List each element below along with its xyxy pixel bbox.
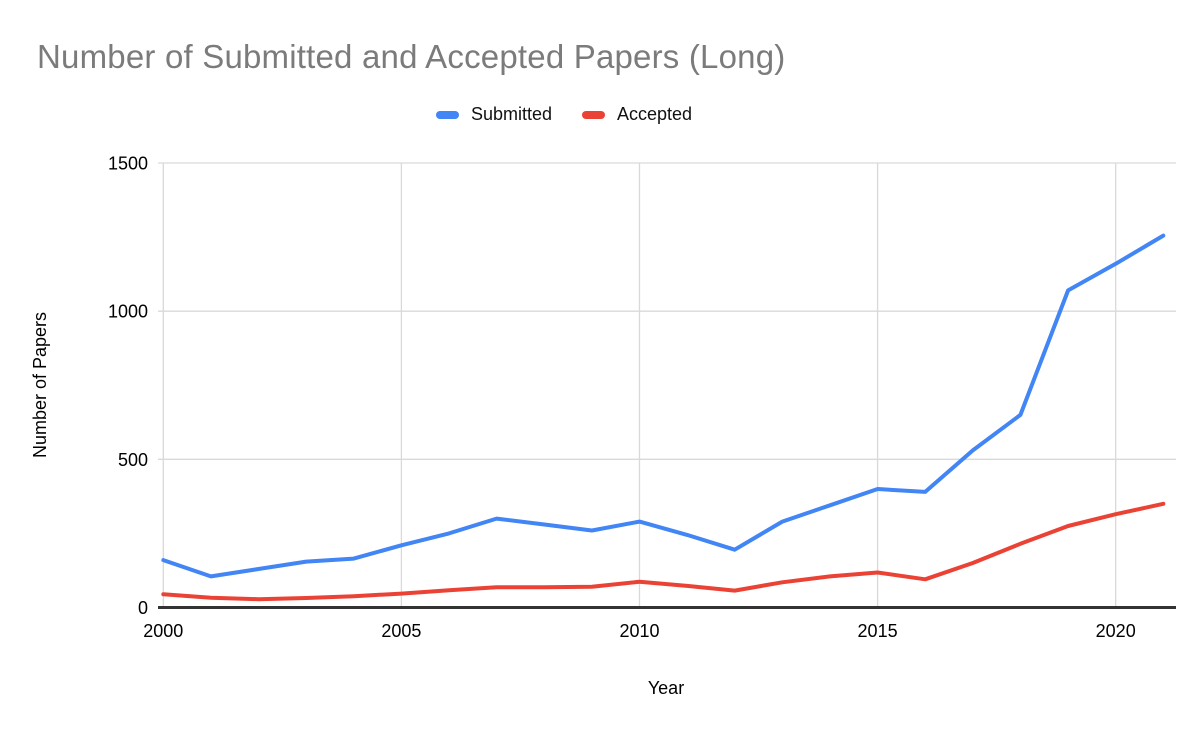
legend-item-submitted[interactable]: Submitted	[435, 104, 552, 125]
tick-labels: 0 500 1000 1500 2000 2005 2010 2015 2020	[108, 154, 1136, 642]
y-tick-label-0: 0	[138, 598, 148, 618]
x-tick-label-2010: 2010	[619, 621, 659, 641]
legend: Submitted Accepted	[0, 104, 1164, 125]
gridlines	[158, 162, 1176, 608]
series-line-submitted[interactable]	[161, 233, 1166, 579]
x-axis-title: Year	[648, 678, 684, 698]
y-tick-label-500: 500	[118, 450, 148, 470]
chart-title: Number of Submitted and Accepted Papers …	[37, 38, 786, 75]
y-tick-label-1000: 1000	[108, 302, 148, 322]
x-tick-label-2015: 2015	[858, 621, 898, 641]
series-line-accepted[interactable]	[161, 501, 1166, 602]
submitted-series-swatch-icon	[435, 110, 459, 119]
x-tick-label-2005: 2005	[381, 621, 421, 641]
legend-item-accepted[interactable]: Accepted	[581, 104, 693, 125]
legend-label-submitted: Submitted	[470, 104, 552, 124]
accepted-series-swatch-icon	[581, 110, 605, 119]
data-series	[161, 233, 1166, 602]
x-tick-label-2000: 2000	[143, 621, 183, 641]
y-axis-title: Number of Papers	[30, 312, 50, 458]
x-tick-label-2020: 2020	[1096, 621, 1136, 641]
y-tick-label-1500: 1500	[108, 154, 148, 174]
legend-label-accepted: Accepted	[616, 104, 693, 124]
